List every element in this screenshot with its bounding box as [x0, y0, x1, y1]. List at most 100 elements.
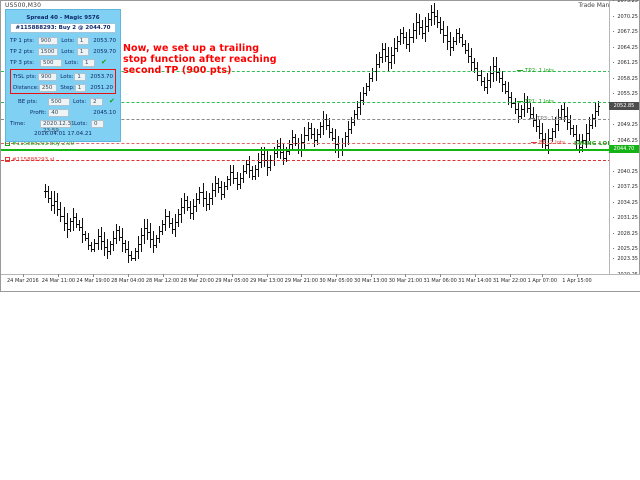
time-lots-input[interactable]: 0 — [91, 119, 104, 128]
current-price-tag: 2052.85 — [609, 102, 639, 111]
tp3-points-input[interactable]: 500 — [40, 58, 62, 67]
trade-manager-panel[interactable]: Spread 40 - Magic 9576 #115888293: Buy 2… — [5, 9, 121, 142]
time-tick: 24 Mar 11:00 — [42, 274, 75, 284]
time-input[interactable]: 2020.12.31 23:59 — [40, 119, 75, 134]
price-tick: 2064.25 — [613, 45, 638, 51]
time-tick: 29 Mar 21:00 — [285, 274, 318, 284]
price-tick: 2025.25 — [613, 246, 638, 252]
level-line-sl — [1, 160, 611, 162]
price-tick: 2070.25 — [613, 14, 638, 20]
profit-price: 2045.10 — [93, 109, 116, 116]
time-tick: 29 Mar 13:00 — [250, 274, 283, 284]
panel-order-line: #115888293: Buy 2 @ 2044.70 — [10, 23, 116, 33]
distance-label: Distance: — [13, 84, 39, 91]
price-tick: 2031.25 — [613, 215, 638, 221]
price-tick: 2061.25 — [613, 60, 638, 66]
tp2-row[interactable]: TP 2 pts: 1500 Lots: 1 2059.70 — [10, 47, 116, 56]
distance-row[interactable]: Distance: 250 Step: 1 2051.20 — [13, 83, 113, 92]
time-tick: 31 Mar 22:00 — [493, 274, 526, 284]
tp1-points-input[interactable]: 900 — [37, 36, 59, 45]
be-row[interactable]: BE pts: 500 Lots: 2 ✔ — [10, 97, 116, 106]
panel-footer-timestamp: 2016.04.01 17.04.21 — [34, 131, 92, 137]
bid-price-tag: 2044.70 — [609, 144, 639, 153]
price-bars — [1, 1, 611, 275]
level-line-be — [1, 142, 611, 144]
tp2-lots-input[interactable]: 1 — [76, 47, 90, 56]
tp2-lots-label: Lots: — [61, 48, 75, 55]
price-tick: 2058.25 — [613, 76, 638, 82]
tp3-label: TP 3 pts: — [10, 59, 35, 66]
level-line-tp2 — [1, 71, 611, 73]
tp2-label: TP 2 pts: — [10, 48, 35, 55]
tp1-label: TP 1 pts: — [10, 37, 35, 44]
trsl-lots-input[interactable]: 1 — [74, 72, 87, 81]
price-tick: 2028.25 — [613, 231, 638, 237]
price-axis[interactable]: 2073.25 2070.25 2067.25 2064.25 2061.25 2058.… — [609, 0, 639, 278]
trailing-stop-group[interactable]: TrSL pts: 900 Lots: 1 2053.70 Distance: … — [10, 69, 116, 94]
distance-input[interactable]: 250 — [38, 83, 58, 92]
price-tick: 2040.25 — [613, 169, 638, 175]
be-points-input[interactable]: 500 — [48, 97, 70, 106]
be-lots-label: Lots: — [73, 98, 87, 105]
tp2-points-input[interactable]: 1500 — [37, 47, 59, 56]
price-tick: 2049.25 — [613, 122, 638, 128]
price-tick: 2073.25 — [613, 0, 638, 4]
time-tick: 30 Mar 13:00 — [354, 274, 387, 284]
time-label: Time: — [10, 120, 26, 127]
profit-input[interactable]: 40 — [48, 108, 70, 117]
price-tick: 2023.35 — [613, 256, 638, 262]
time-tick: 1 Apr 15:00 — [562, 274, 592, 284]
be-lots-input[interactable]: 2 — [90, 97, 103, 106]
be-label: BE pts: — [18, 98, 38, 105]
price-tick: 2034.25 — [613, 200, 638, 206]
time-axis[interactable]: 24 Mar 2016 24 Mar 11:00 24 Mar 19:00 28 Ma… — [1, 274, 640, 291]
chart-label-tp3: TP3: 1 lots — [529, 116, 566, 122]
time-tick: 28 Mar 04:00 — [111, 274, 145, 284]
time-tick: 31 Mar 14:00 — [458, 274, 492, 284]
step-input[interactable]: 1 — [74, 83, 87, 92]
tp2-price: 2059.70 — [93, 48, 116, 55]
time-tick: 1 Apr 07:00 — [528, 274, 557, 284]
price-tick: 2037.25 — [613, 184, 638, 190]
level-line-tp1 — [1, 102, 611, 104]
distance-price: 2051.20 — [90, 84, 113, 91]
panel-title: Spread 40 - Magic 9576 — [26, 15, 100, 21]
trsl-points-input[interactable]: 900 — [37, 72, 58, 81]
trsl-price: 2053.70 — [90, 73, 113, 80]
annotation-line-2: stop function after reaching — [123, 54, 277, 65]
tp3-lots-input[interactable]: 1 — [82, 58, 95, 67]
time-tick: 31 Mar 06:00 — [423, 274, 457, 284]
time-tick: 28 Mar 12:00 — [146, 274, 179, 284]
tp1-lots-label: Lots: — [61, 37, 75, 44]
chart-window[interactable]: US500,M30 Trade Manager TP2: 1 lots TP1:… — [0, 0, 640, 292]
trsl-label: TrSL pts: — [13, 73, 37, 80]
time-row[interactable]: Time: 2020.12.31 23:59 Lots: 0 — [10, 119, 116, 134]
level-line-entry — [1, 148, 611, 151]
annotation-line-3: second TP (900 pts) — [123, 65, 232, 76]
symbol-timeframe-label: US500,M30 — [5, 2, 42, 9]
time-tick: 24 Mar 19:00 — [76, 274, 110, 284]
tp3-lots-label: Lots: — [65, 59, 79, 66]
tp3-checkmark-icon: ✔ — [101, 58, 107, 66]
time-tick: 30 Mar 05:00 — [319, 274, 353, 284]
tp1-lots-input[interactable]: 1 — [76, 36, 90, 45]
trade-manager-title: Trade Manager — [578, 2, 623, 9]
tp1-row[interactable]: TP 1 pts: 900 Lots: 1 2053.70 — [10, 36, 116, 45]
price-tick: 2046.25 — [613, 138, 638, 144]
be-checkmark-icon: ✔ — [109, 97, 115, 105]
chart-label-swing-long: SWING LONG — [574, 140, 611, 147]
profit-row[interactable]: Profit: 40 2045.10 — [10, 108, 116, 117]
chart-label-tp2: TP2: 1 lots — [517, 68, 554, 74]
trsl-lots-label: Lots: — [60, 73, 74, 80]
price-tick: 2067.25 — [613, 29, 638, 35]
chart-label-order-sl: #115888293 sl — [5, 157, 54, 163]
chart-label-be: BE: 2 lots — [531, 140, 565, 146]
chart-plot-area[interactable]: TP2: 1 lots TP1: 1 lots TP3: 1 lots BE: … — [1, 1, 611, 275]
time-tick: 30 Mar 21:00 — [389, 274, 422, 284]
tp3-row[interactable]: TP 3 pts: 500 Lots: 1 ✔ — [10, 58, 116, 67]
trsl-row[interactable]: TrSL pts: 900 Lots: 1 2053.70 — [13, 72, 113, 81]
annotation-line-1: Now, we set up a trailing — [123, 43, 260, 54]
tp1-price: 2053.70 — [93, 37, 116, 44]
time-lots-label: Lots: — [74, 120, 88, 127]
